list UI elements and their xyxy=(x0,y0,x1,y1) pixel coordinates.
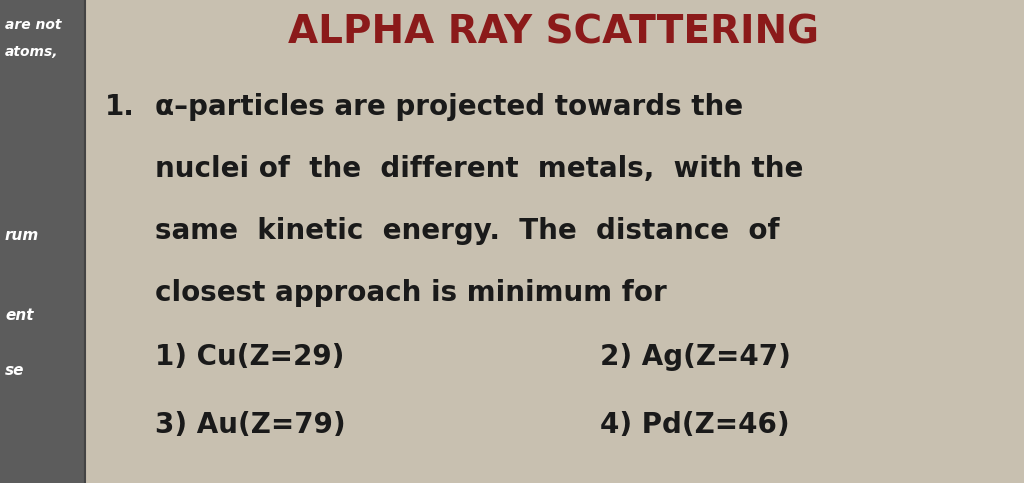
Text: ent: ent xyxy=(5,308,34,323)
Text: are not: are not xyxy=(5,18,61,32)
Text: atoms,: atoms, xyxy=(5,45,58,59)
Text: ALPHA RAY SCATTERING: ALPHA RAY SCATTERING xyxy=(289,13,819,51)
Text: same  kinetic  energy.  The  distance  of: same kinetic energy. The distance of xyxy=(155,217,779,245)
Text: 1.: 1. xyxy=(105,93,135,121)
Text: rum: rum xyxy=(5,228,39,243)
Text: 3) Au(Z=79): 3) Au(Z=79) xyxy=(155,411,346,439)
Text: se: se xyxy=(5,363,25,378)
FancyBboxPatch shape xyxy=(0,0,85,483)
Text: α–particles are projected towards the: α–particles are projected towards the xyxy=(155,93,743,121)
Text: 1) Cu(Z=29): 1) Cu(Z=29) xyxy=(155,343,344,371)
Text: 4) Pd(Z=46): 4) Pd(Z=46) xyxy=(600,411,790,439)
Text: nuclei of  the  different  metals,  with the: nuclei of the different metals, with the xyxy=(155,155,804,183)
Text: closest approach is minimum for: closest approach is minimum for xyxy=(155,279,667,307)
Text: 2) Ag(Z=47): 2) Ag(Z=47) xyxy=(600,343,791,371)
